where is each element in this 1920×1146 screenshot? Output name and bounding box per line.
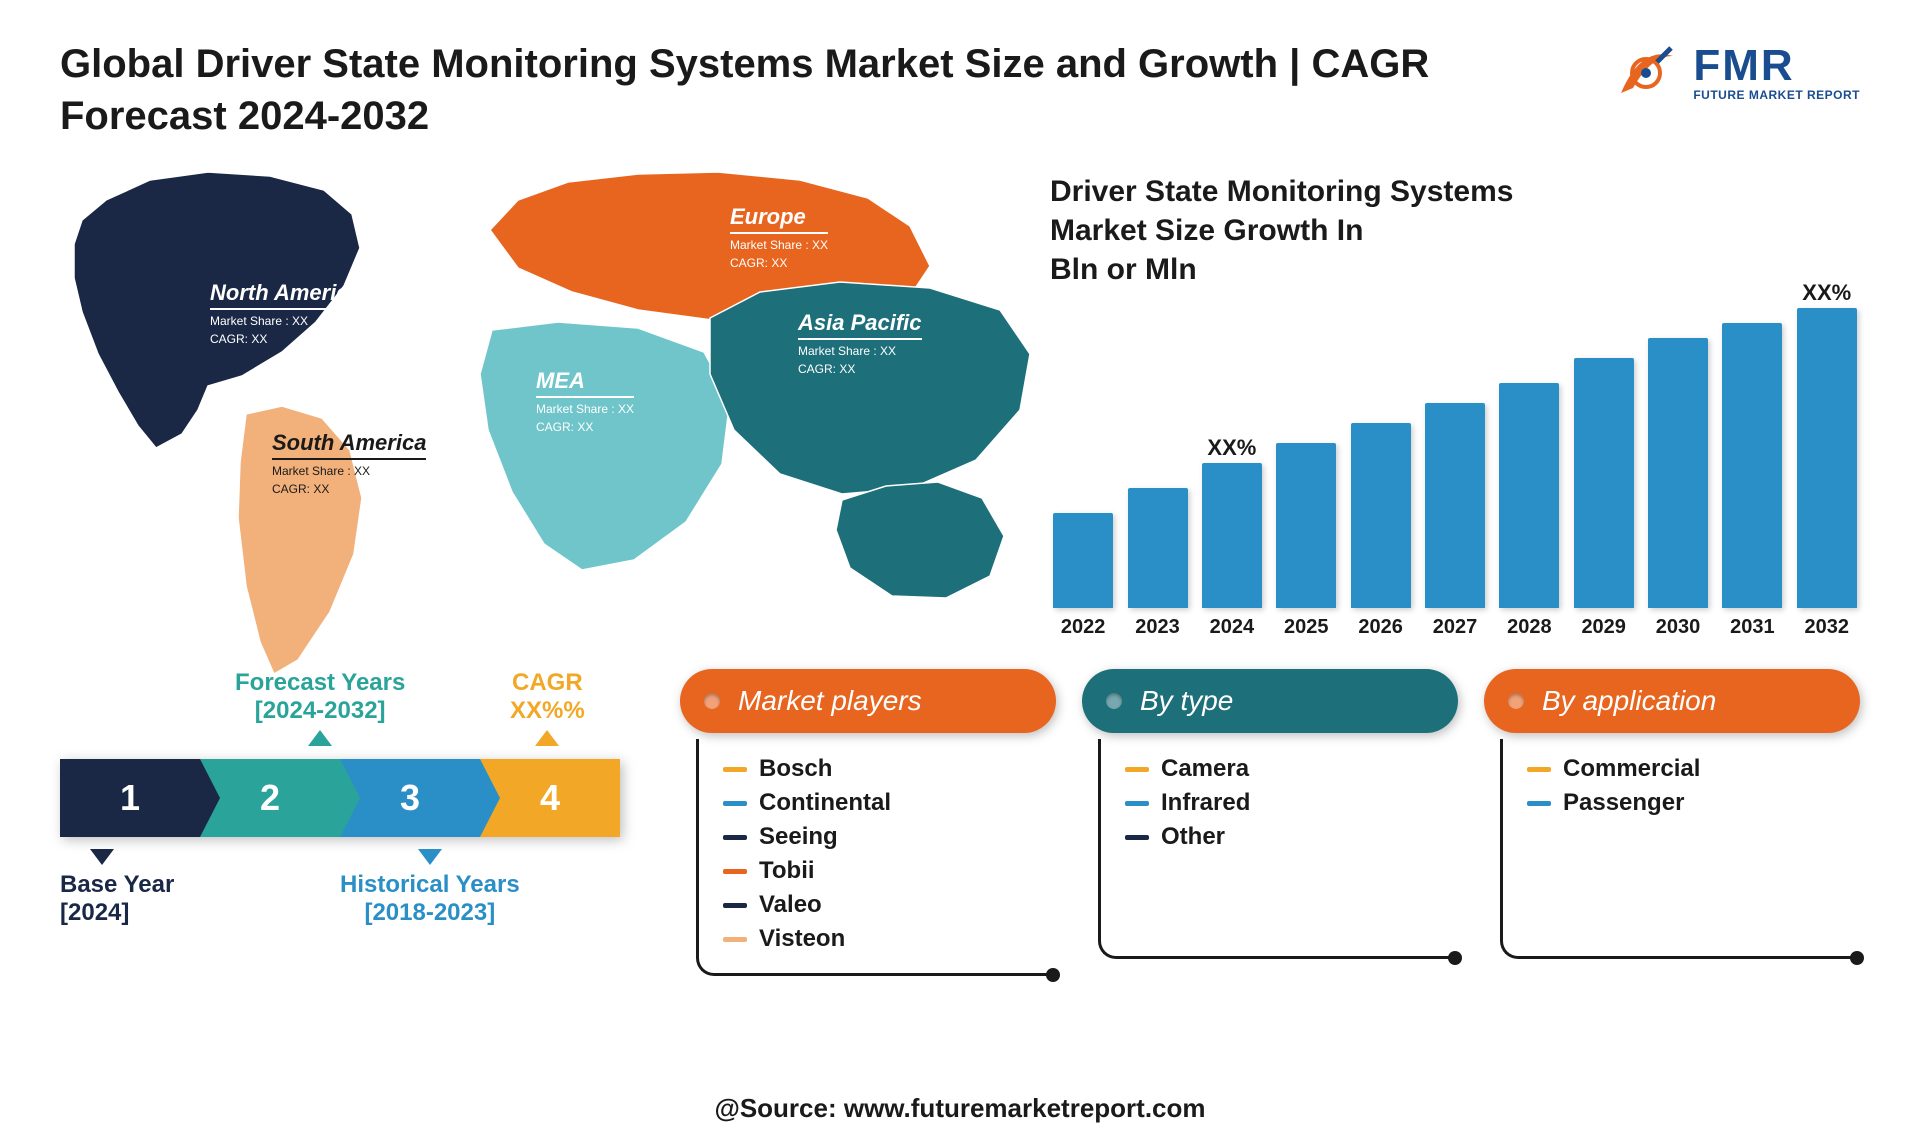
bar: 2027: [1422, 403, 1488, 639]
bar: 2026: [1347, 423, 1413, 639]
category-item: Visteon: [723, 925, 1056, 953]
item-label: Tobii: [759, 857, 815, 885]
chart-title: Driver State Monitoring Systems Market S…: [1050, 172, 1860, 289]
item-label: Seeing: [759, 823, 838, 851]
bar-year-label: 2022: [1061, 616, 1106, 639]
bar: 2031: [1719, 323, 1785, 639]
timeline-base-label: Base Year [2024]: [60, 849, 174, 926]
category-list: Bosch Continental Seeing Tobii V: [696, 739, 1056, 976]
category-box: Market players Bosch Continental Seeing: [680, 669, 1056, 976]
category-pill: By type: [1082, 669, 1458, 733]
chart-title-l3: Bln or Mln: [1050, 253, 1197, 286]
bar-year-label: 2023: [1135, 616, 1180, 639]
timeline-cagr-label: CAGR XX%%: [510, 669, 585, 746]
source-text: @Source: www.futuremarketreport.com: [0, 1093, 1920, 1124]
region-label: Asia Pacific Market Share : XX CAGR: XX: [798, 310, 922, 376]
bar: 2023: [1124, 488, 1190, 639]
item-tick-icon: [1527, 767, 1551, 772]
category-pill: By application: [1484, 669, 1860, 733]
category-box: By application Commercial Passenger: [1484, 669, 1860, 976]
bar-year-label: 2025: [1284, 616, 1329, 639]
chart-title-l2: Market Size Growth In: [1050, 214, 1363, 247]
bar: XX% 2032: [1794, 308, 1860, 639]
item-label: Infrared: [1161, 789, 1250, 817]
item-label: Visteon: [759, 925, 845, 953]
world-map: North America Market Share : XX CAGR: XX…: [60, 162, 1020, 622]
item-label: Valeo: [759, 891, 822, 919]
category-item: Other: [1125, 823, 1458, 851]
timeline-segment: 4: [480, 759, 620, 837]
bar: 2029: [1571, 358, 1637, 639]
chart-title-l1: Driver State Monitoring Systems: [1050, 175, 1513, 208]
category-item: Continental: [723, 789, 1056, 817]
category-item: Commercial: [1527, 755, 1860, 783]
fmr-logo: FMR FUTURE MARKET REPORT: [1611, 38, 1860, 108]
region-label: North America Market Share : XX CAGR: XX: [210, 280, 361, 346]
item-label: Other: [1161, 823, 1225, 851]
category-item: Tobii: [723, 857, 1056, 885]
item-tick-icon: [723, 903, 747, 908]
bar: 2028: [1496, 383, 1562, 639]
region-label: Europe Market Share : XX CAGR: XX: [730, 204, 828, 270]
bar: 2025: [1273, 443, 1339, 639]
item-tick-icon: [723, 937, 747, 942]
category-item: Passenger: [1527, 789, 1860, 817]
timeline-segment: 3: [340, 759, 480, 837]
bar-annotation: XX%: [1207, 435, 1256, 461]
logo-icon: [1611, 38, 1681, 108]
category-item: Bosch: [723, 755, 1056, 783]
item-label: Bosch: [759, 755, 832, 783]
bar-year-label: 2029: [1581, 616, 1626, 639]
region-label: MEA Market Share : XX CAGR: XX: [536, 368, 634, 434]
header: Global Driver State Monitoring Systems M…: [0, 0, 1920, 162]
region-label: South America Market Share : XX CAGR: XX: [272, 430, 426, 496]
item-tick-icon: [1125, 767, 1149, 772]
logo-text-sub: FUTURE MARKET REPORT: [1693, 88, 1860, 102]
category-list: Commercial Passenger: [1500, 739, 1860, 959]
bar-year-label: 2030: [1656, 616, 1701, 639]
item-label: Passenger: [1563, 789, 1684, 817]
category-box: By type Camera Infrared Other: [1082, 669, 1458, 976]
bar-year-label: 2031: [1730, 616, 1775, 639]
category-item: Valeo: [723, 891, 1056, 919]
bar: XX% 2024: [1199, 463, 1265, 639]
item-tick-icon: [723, 835, 747, 840]
timeline-forecast-label: Forecast Years [2024-2032]: [235, 669, 405, 746]
page-title: Global Driver State Monitoring Systems M…: [60, 38, 1460, 142]
item-label: Camera: [1161, 755, 1249, 783]
bar-year-label: 2024: [1210, 616, 1255, 639]
bar-year-label: 2027: [1433, 616, 1478, 639]
item-tick-icon: [723, 801, 747, 806]
category-list: Camera Infrared Other: [1098, 739, 1458, 959]
category-item: Camera: [1125, 755, 1458, 783]
item-tick-icon: [723, 869, 747, 874]
category-item: Infrared: [1125, 789, 1458, 817]
bar-year-label: 2028: [1507, 616, 1552, 639]
timeline-historical-label: Historical Years [2018-2023]: [340, 849, 520, 926]
logo-text-main: FMR: [1693, 44, 1860, 88]
bar-year-label: 2026: [1358, 616, 1403, 639]
timeline: Forecast Years [2024-2032] CAGR XX%% 123…: [60, 669, 660, 976]
category-pill: Market players: [680, 669, 1056, 733]
item-tick-icon: [723, 767, 747, 772]
bar-chart: Driver State Monitoring Systems Market S…: [1050, 162, 1860, 639]
item-label: Commercial: [1563, 755, 1700, 783]
bar: 2030: [1645, 338, 1711, 639]
item-tick-icon: [1527, 801, 1551, 806]
category-item: Seeing: [723, 823, 1056, 851]
bar: 2022: [1050, 513, 1116, 639]
item-tick-icon: [1125, 835, 1149, 840]
item-tick-icon: [1125, 801, 1149, 806]
item-label: Continental: [759, 789, 891, 817]
timeline-segment: 2: [200, 759, 340, 837]
timeline-segment: 1: [60, 759, 200, 837]
bar-annotation: XX%: [1802, 280, 1851, 306]
bar-year-label: 2032: [1805, 616, 1850, 639]
